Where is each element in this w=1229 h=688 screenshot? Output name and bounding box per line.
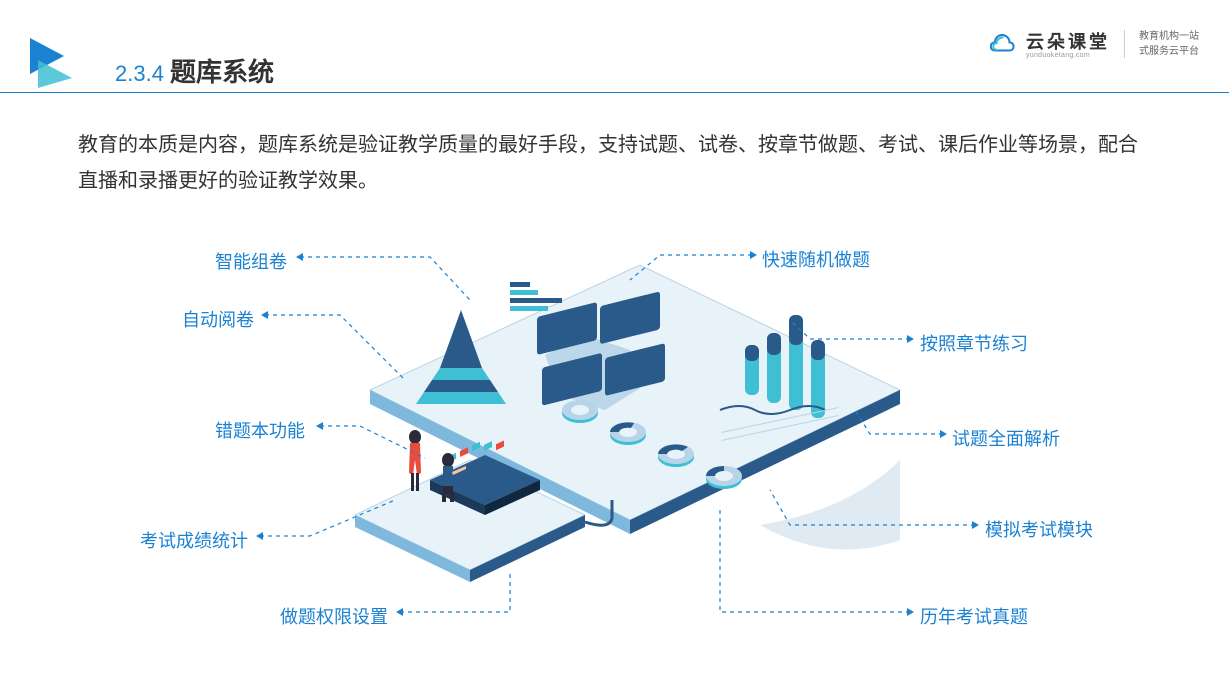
arrow-icon	[907, 335, 914, 343]
page-title: 2.3.4 题库系统	[115, 52, 274, 89]
title-text: 题库系统	[170, 52, 274, 89]
arrow-icon	[296, 253, 303, 261]
feature-label: 自动阅卷	[182, 306, 254, 332]
feature-label: 做题权限设置	[280, 603, 388, 629]
feature-label: 模拟考试模块	[985, 516, 1093, 542]
description-text: 教育的本质是内容，题库系统是验证教学质量的最好手段，支持试题、试卷、按章节做题、…	[78, 127, 1151, 199]
logo-divider	[1124, 30, 1125, 58]
header-divider	[0, 92, 1229, 93]
cloud-icon	[990, 31, 1016, 57]
feature-label: 快速随机做题	[762, 246, 870, 272]
logo-tagline: 教育机构一站 式服务云平台	[1139, 29, 1199, 59]
arrow-icon	[396, 608, 403, 616]
corner-play-icon	[30, 38, 72, 93]
arrow-icon	[261, 311, 268, 319]
brand-logo: 云朵课堂 yunduoketang.com 教育机构一站 式服务云平台	[990, 28, 1199, 59]
arrow-icon	[940, 430, 947, 438]
feature-label: 考试成绩统计	[140, 527, 248, 553]
arrow-icon	[972, 521, 979, 529]
feature-label: 试题全面解析	[952, 425, 1060, 451]
arrow-icon	[316, 422, 323, 430]
logo-brand: 云朵课堂	[1026, 28, 1110, 54]
arrow-icon	[907, 608, 914, 616]
person-standing	[409, 430, 421, 491]
feature-diagram: 智能组卷 自动阅卷 错题本功能 考试成绩统计 做题权限设置 快速随机做题 按照章…	[0, 210, 1229, 650]
feature-label: 智能组卷	[215, 248, 287, 274]
feature-label: 错题本功能	[215, 417, 305, 443]
feature-label: 历年考试真题	[920, 603, 1028, 629]
arrow-icon	[256, 532, 263, 540]
arrow-icon	[750, 251, 757, 259]
section-number: 2.3.4	[115, 61, 164, 87]
feature-label: 按照章节练习	[920, 330, 1028, 356]
